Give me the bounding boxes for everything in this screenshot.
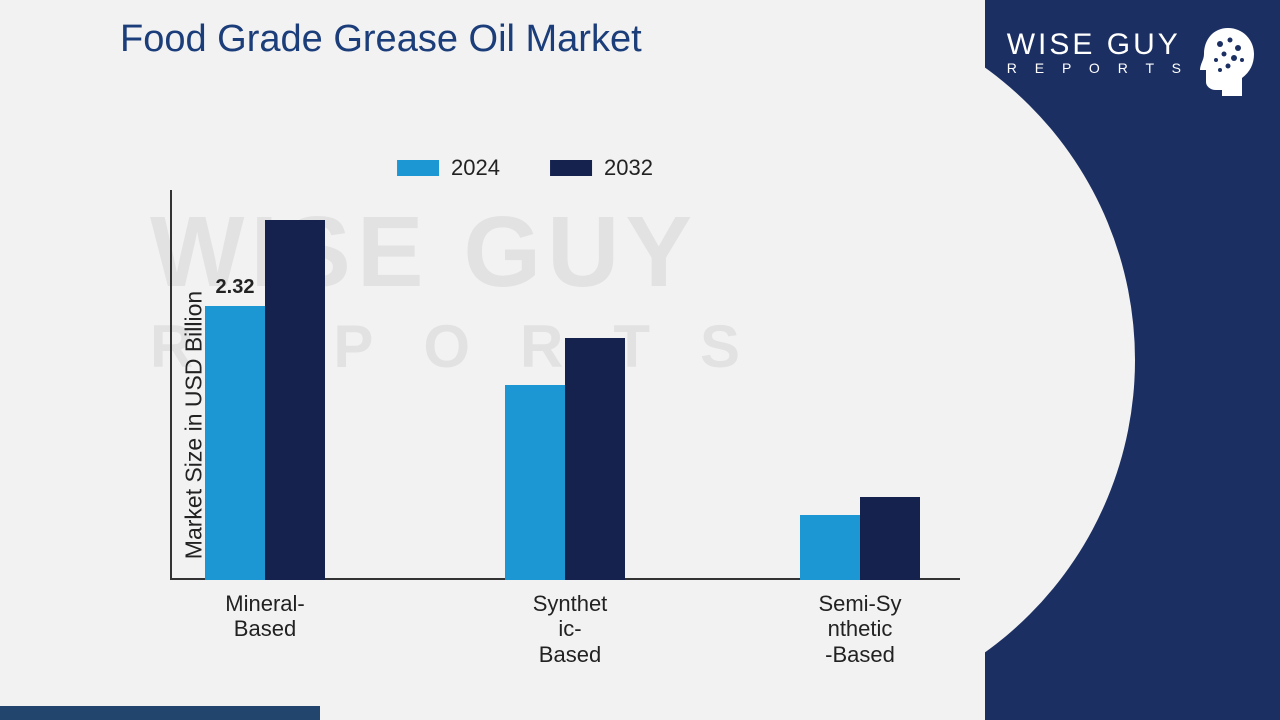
report-canvas: WISE GUY R E P O R T S Food Grade Grease… [0, 0, 1280, 720]
bar-group [800, 497, 920, 580]
bar [265, 220, 325, 580]
x-axis-labels: Mineral-Based Synthetic-Based Semi-Synthet… [170, 585, 960, 695]
bar [505, 385, 565, 580]
bar: 2.32 [205, 306, 265, 580]
head-dots-icon [1198, 26, 1258, 96]
bar [800, 515, 860, 580]
legend-swatch [550, 160, 592, 176]
x-tick-label: Synthetic-Based [510, 591, 630, 667]
bar-group: 2.32 [205, 220, 325, 580]
x-tick-label: Mineral-Based [205, 591, 325, 642]
brand-line1: WISE GUY [1007, 28, 1188, 62]
legend-item-2032: 2032 [550, 155, 653, 181]
bottom-accent-bar [0, 706, 320, 720]
plot-area: 2.32 [170, 190, 960, 580]
legend-label: 2032 [604, 155, 653, 181]
brand-line2: R E P O R T S [1007, 60, 1188, 76]
x-tick-label: Semi-Synthetic-Based [800, 591, 920, 667]
bar-value-label: 2.32 [216, 276, 255, 299]
brand-logo: WISE GUY R E P O R T S [1007, 28, 1188, 76]
legend-swatch [397, 160, 439, 176]
bar [860, 497, 920, 580]
bar [565, 338, 625, 580]
bar-group [505, 338, 625, 580]
legend: 2024 2032 [397, 155, 653, 181]
legend-item-2024: 2024 [397, 155, 500, 181]
legend-label: 2024 [451, 155, 500, 181]
chart-title: Food Grade Grease Oil Market [120, 18, 642, 61]
grouped-bar-chart: Market Size in USD Billion 2024 2032 2.3… [90, 155, 960, 695]
